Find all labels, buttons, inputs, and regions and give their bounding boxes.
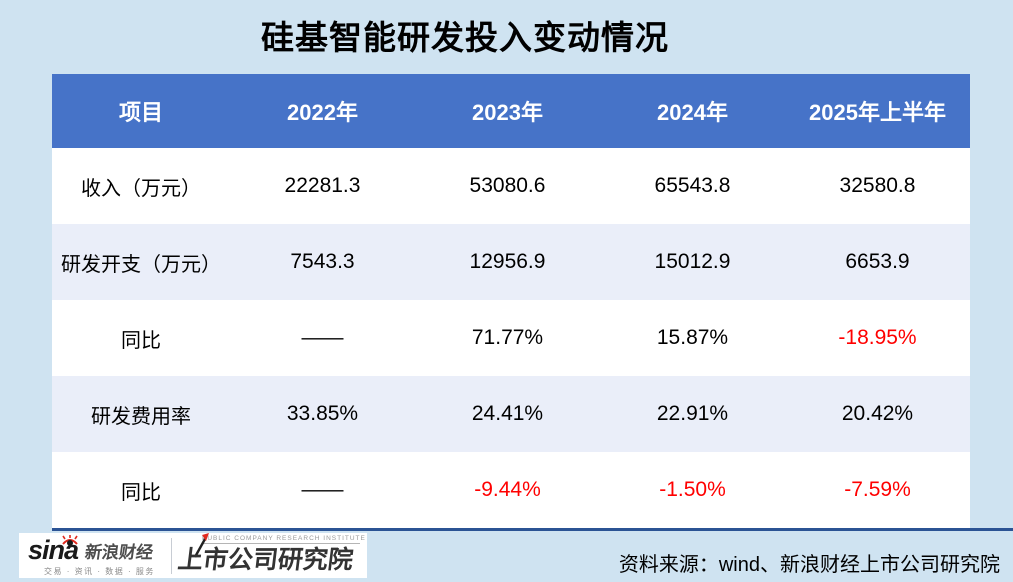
page-title: 硅基智能研发投入变动情况 [261, 19, 669, 56]
table-cell-negative: -18.95% [838, 326, 917, 349]
source-note: 资料来源：wind、新浪财经上市公司研究院 [618, 554, 1000, 576]
row-label: 同比 [121, 329, 161, 352]
table-cell: —— [301, 326, 344, 349]
table-cell: 22.91% [656, 402, 729, 425]
sina-eye-icon [61, 535, 79, 548]
column-header: 2025年上半年 [809, 100, 946, 125]
table-row: 收入（万元） 22281.3 53080.6 65543.8 32580.8 [52, 148, 970, 224]
table-cell-negative: -9.44% [474, 478, 541, 501]
table-cell: 20.42% [841, 402, 914, 425]
row-label: 同比 [121, 481, 161, 504]
sina-brand-name: 新浪财经 [83, 543, 155, 562]
row-label: 研发开支（万元） [61, 253, 221, 276]
table-cell: 32580.8 [839, 174, 916, 197]
column-header: 2024年 [657, 100, 728, 125]
table-cell-negative: -1.50% [659, 478, 726, 501]
table-cell: 12956.9 [469, 250, 546, 273]
table-cell: 24.41% [471, 402, 544, 425]
table-cell: 7543.3 [290, 250, 355, 273]
table-cell-negative: -7.59% [844, 478, 911, 501]
table-cell: 15012.9 [654, 250, 731, 273]
row-label: 收入（万元） [81, 177, 201, 200]
row-label: 研发费用率 [91, 405, 191, 428]
table-cell: 15.87% [656, 326, 729, 349]
column-header: 2022年 [287, 100, 358, 125]
sina-tagline: 交易 · 资讯 · 数据 · 服务 [44, 567, 155, 576]
table-header-row: 项目 2022年 2023年 2024年 2025年上半年 [52, 74, 970, 148]
institute-logo: PUBLIC COMPANY RESEARCH INSTITUTE 上市公司研究… [176, 533, 366, 578]
footer-logo-panel: sina 新浪财经 交易 · 资讯 · 数据 · 服务 PUBLIC COMPA… [19, 533, 367, 578]
institute-subtitle: PUBLIC COMPANY RESEARCH INSTITUTE [202, 535, 366, 544]
sina-finance-logo: sina 新浪财经 交易 · 资讯 · 数据 · 服务 [19, 533, 167, 578]
table-cell: 65543.8 [654, 174, 731, 197]
table-cell: 33.85% [286, 402, 359, 425]
column-header: 2023年 [472, 100, 543, 125]
institute-name: 上市公司研究院 [176, 546, 355, 574]
divider-line [52, 528, 1013, 531]
table-cell: —— [301, 478, 344, 501]
logo-divider [171, 537, 172, 574]
data-table: 项目 2022年 2023年 2024年 2025年上半年 收入（万元） 222… [52, 74, 970, 528]
table-cell: 6653.9 [845, 250, 910, 273]
table-row: 研发开支（万元） 7543.3 12956.9 15012.9 6653.9 [52, 224, 970, 300]
column-header: 项目 [118, 100, 163, 125]
table-row: 同比 —— -9.44% -1.50% -7.59% [52, 452, 970, 528]
arrow-up-icon [192, 533, 210, 559]
table-cell: 22281.3 [284, 174, 361, 197]
table-row: 研发费用率 33.85% 24.41% 22.91% 20.42% [52, 376, 970, 452]
table-cell: 53080.6 [469, 174, 546, 197]
table-row: 同比 —— 71.77% 15.87% -18.95% [52, 300, 970, 376]
table-cell: 71.77% [471, 326, 544, 349]
